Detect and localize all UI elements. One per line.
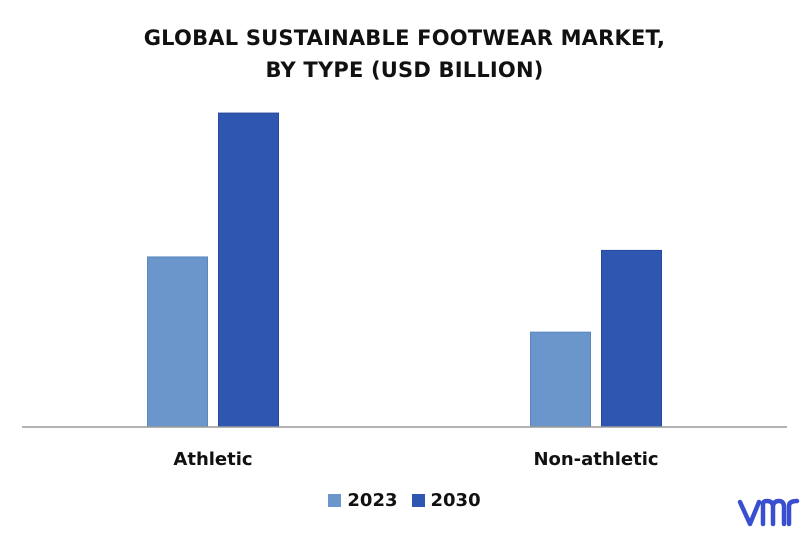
x-tick-label-non-athletic: Non-athletic xyxy=(533,449,658,470)
x-tick-labels: Athletic Non-athletic xyxy=(173,449,658,470)
legend-item-2023: 2023 xyxy=(328,490,398,511)
bar-non-athletic-2030 xyxy=(601,249,662,428)
bar-athletic-2023 xyxy=(147,256,208,428)
bars-layer xyxy=(147,112,662,428)
legend-item-2030: 2030 xyxy=(411,490,481,511)
chart-title-line-2: BY TYPE (USD BILLION) xyxy=(265,58,544,82)
legend-swatch-2030 xyxy=(411,494,425,507)
legend: 2023 2030 xyxy=(0,490,809,511)
legend-label-2030: 2030 xyxy=(430,490,481,511)
chart-title: GLOBAL SUSTAINABLE FOOTWEAR MARKET, BY T… xyxy=(0,22,809,86)
bar-non-athletic-2023 xyxy=(530,331,591,428)
chart-title-line-1: GLOBAL SUSTAINABLE FOOTWEAR MARKET, xyxy=(143,26,666,50)
legend-label-2023: 2023 xyxy=(347,490,398,511)
vmr-logo xyxy=(737,498,800,527)
bar-athletic-2030 xyxy=(218,112,279,428)
legend-swatch-2023 xyxy=(328,494,342,507)
x-tick-label-athletic: Athletic xyxy=(173,449,252,470)
